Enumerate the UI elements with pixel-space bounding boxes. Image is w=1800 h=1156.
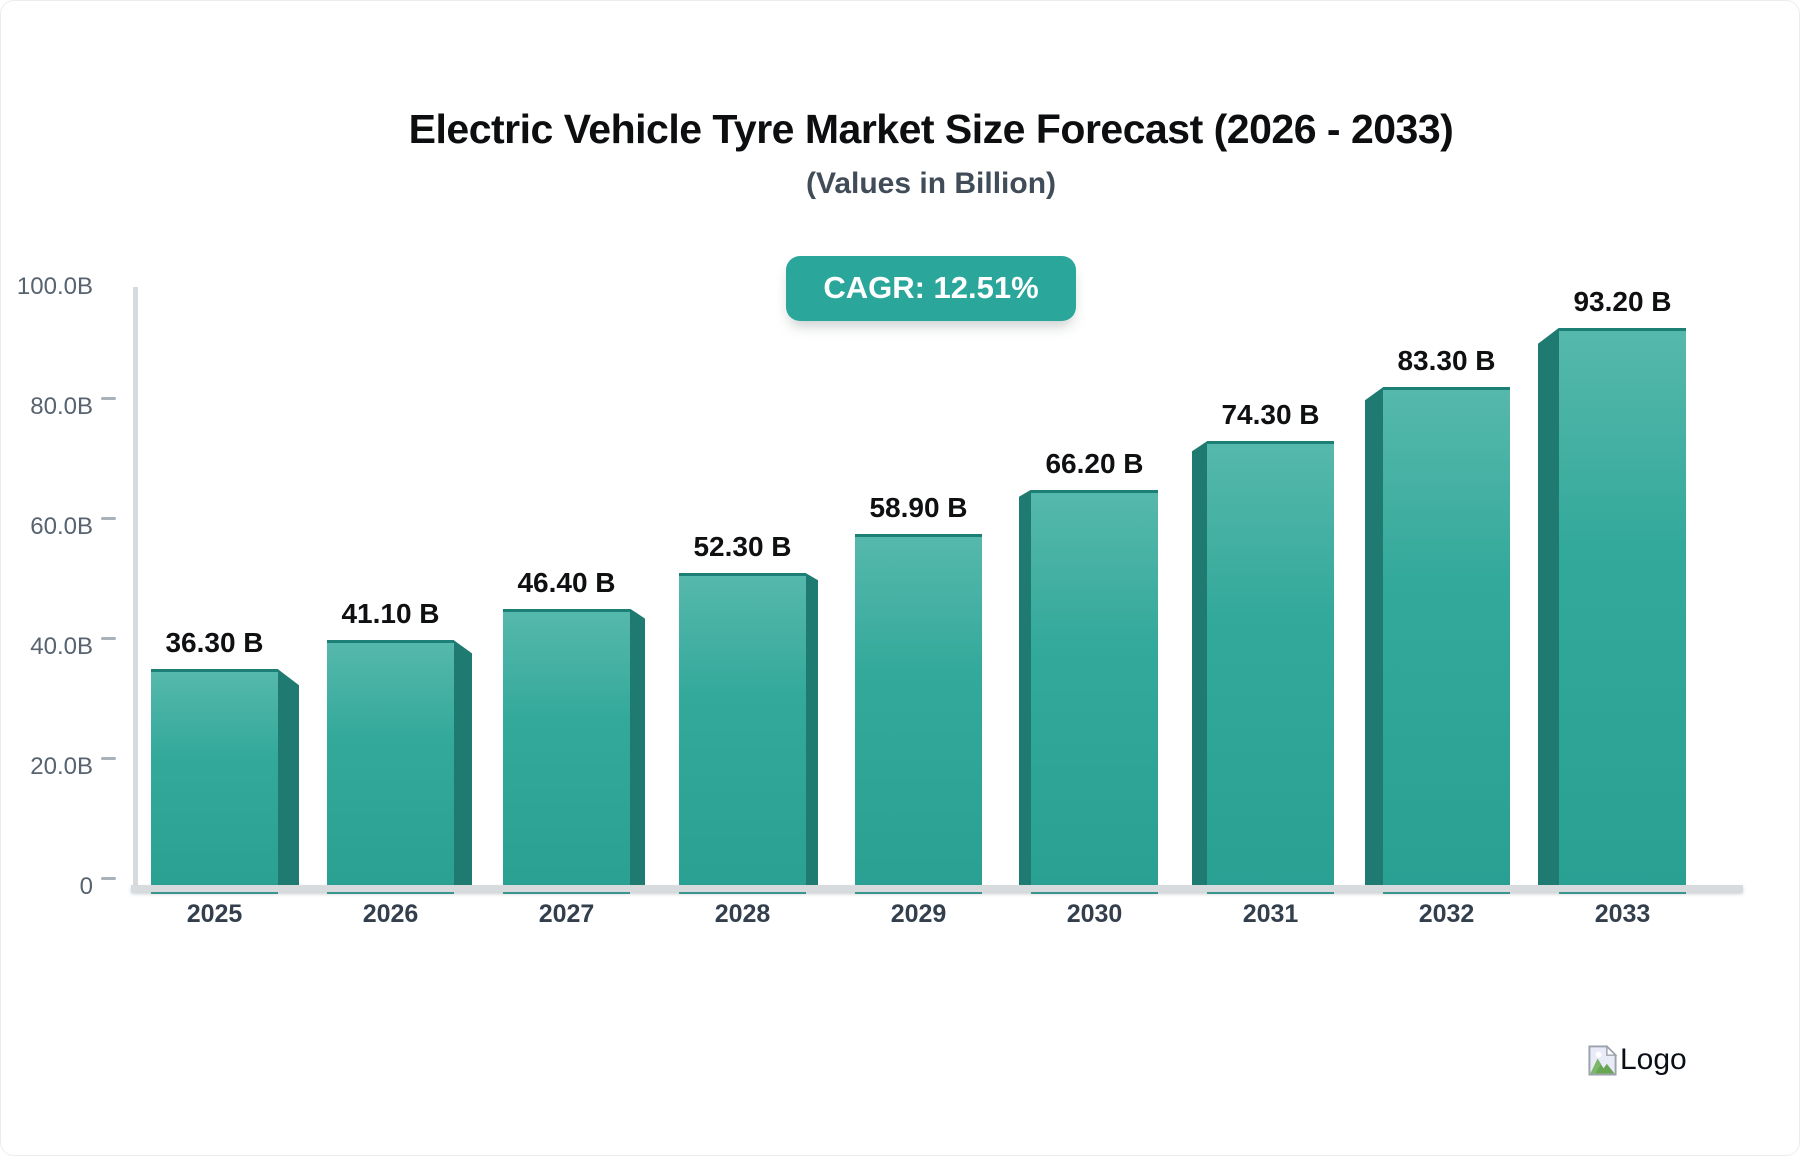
bar-2026 (327, 640, 454, 894)
bar-value-label: 46.40 B (517, 566, 616, 598)
y-axis-tick-dash (101, 877, 116, 880)
bar-2028 (679, 573, 806, 894)
bar-value-label: 58.90 B (869, 491, 968, 523)
x-axis-label-2027: 2027 (538, 900, 595, 928)
y-axis-tick-label: 60.0B (30, 513, 93, 540)
bar-3d-side-2033 (1538, 327, 1559, 891)
y-axis-tick-label: 40.0B (30, 633, 93, 660)
cagr-badge-row: CAGR: 12.51% (31, 256, 1799, 321)
y-axis-line (133, 287, 138, 892)
y-axis-tick-label: 20.0B (30, 753, 93, 780)
logo-alt-text: Logo (1620, 1043, 1687, 1076)
y-axis-tick-label: 100.0B (16, 273, 93, 300)
bar-2030 (1031, 489, 1158, 894)
x-axis-label-2030: 2030 (1066, 900, 1123, 928)
logo: Logo (1587, 1041, 1687, 1079)
bar-value-label: 66.20 B (1045, 447, 1144, 479)
bar-3d-side-2027 (630, 608, 645, 891)
bar-2029 (855, 533, 982, 894)
bar-3d-side-2028 (806, 573, 818, 891)
x-axis-label-2032: 2032 (1418, 900, 1475, 928)
bar-3d-side-2030 (1019, 489, 1031, 891)
bar-value-label: 41.10 B (341, 598, 440, 630)
x-axis-label-2029: 2029 (890, 900, 947, 928)
x-axis-label-2025: 2025 (186, 900, 243, 928)
bar-3d-side-2031 (1192, 441, 1207, 891)
bar-2031 (1207, 441, 1334, 894)
bar-2027 (503, 608, 630, 894)
x-axis-label-2028: 2028 (714, 900, 771, 928)
y-axis-tick-dash (101, 637, 116, 640)
bar-2033 (1559, 327, 1686, 894)
y-axis-tick-dash (101, 517, 116, 520)
y-axis-tick-label: 0 (79, 873, 93, 900)
y-axis-tick-label: 80.0B (30, 393, 93, 420)
bar-value-label: 93.20 B (1573, 285, 1672, 317)
x-axis-label-2031: 2031 (1242, 900, 1299, 928)
bar-2032 (1383, 387, 1510, 894)
cagr-badge: CAGR: 12.51% (786, 256, 1076, 321)
broken-image-icon (1588, 1044, 1618, 1076)
bar-3d-side-2025 (278, 669, 299, 891)
bar-value-label: 36.30 B (165, 627, 264, 659)
bar-value-label: 83.30 B (1397, 345, 1496, 377)
bar-3d-side-2026 (454, 640, 472, 891)
y-axis-tick-dash (101, 397, 116, 400)
x-axis-label-2033: 2033 (1594, 900, 1651, 928)
bar-value-label: 52.30 B (693, 531, 792, 563)
bar-3d-side-2032 (1365, 387, 1383, 891)
bar-2025 (151, 669, 278, 894)
x-axis-label-2026: 2026 (362, 900, 419, 928)
bar-value-label: 74.30 B (1221, 399, 1320, 431)
y-axis-tick-dash (101, 757, 116, 760)
x-axis-line (131, 885, 1743, 892)
